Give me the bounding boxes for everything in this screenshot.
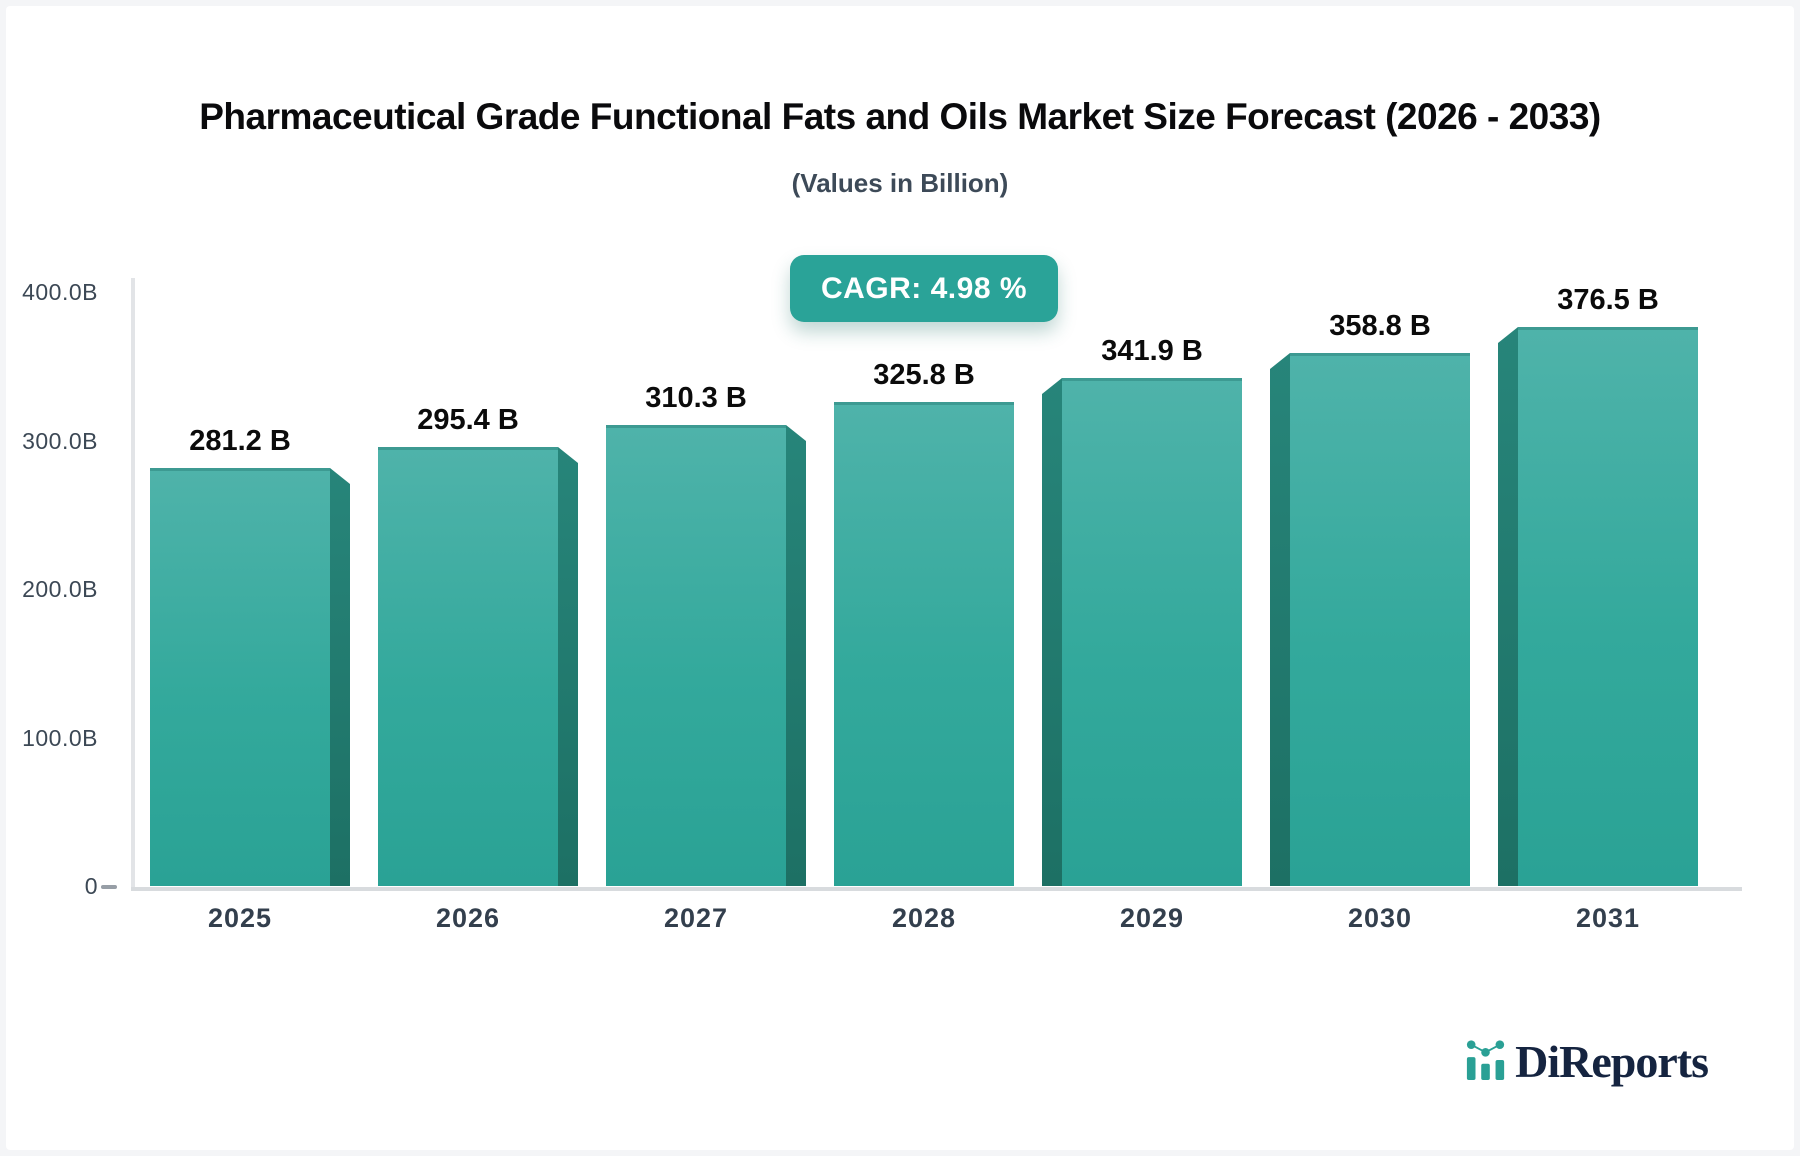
cagr-badge-label: CAGR: 4.98 % — [820, 271, 1028, 305]
bar-2028 — [834, 402, 1014, 886]
mini-bar-chart-icon — [1465, 1036, 1507, 1087]
y-tick-label: 300.0B — [22, 427, 98, 454]
bar-value-label: 310.3 B — [645, 382, 747, 414]
bar-2030 — [1290, 353, 1470, 886]
x-axis-label-2026: 2026 — [435, 903, 501, 933]
zero-tick-dash — [101, 885, 117, 889]
y-tick-label: 200.0B — [22, 576, 98, 602]
bar-2029 — [1062, 378, 1242, 886]
bar-value-label: 325.8 B — [873, 359, 975, 391]
bar-side-3d — [558, 447, 578, 886]
bar-2027 — [606, 425, 786, 886]
chart-title: Pharmaceutical Grade Functional Fats and… — [199, 96, 1601, 137]
x-axis-label-2030: 2030 — [1347, 903, 1413, 933]
x-axis-label-2025: 2025 — [207, 903, 273, 933]
bar-side-3d — [1270, 353, 1290, 886]
brand-name: DiReports — [1515, 1035, 1709, 1087]
cagr-badge: CAGR: 4.98 % — [790, 255, 1058, 322]
bar-side-3d — [1042, 378, 1062, 886]
bar-2031 — [1518, 327, 1698, 886]
x-axis-label-2029: 2029 — [1119, 903, 1185, 933]
y-axis-line — [131, 278, 135, 890]
bar-value-label: 358.8 B — [1329, 310, 1431, 342]
bar-value-label: 281.2 B — [189, 425, 291, 457]
chart-subtitle: (Values in Billion) — [791, 168, 1009, 198]
bar-2025 — [150, 468, 330, 886]
x-axis-label-2031: 2031 — [1575, 903, 1641, 933]
x-axis-label-2028: 2028 — [891, 903, 957, 933]
bar-value-label: 295.4 B — [417, 404, 519, 436]
brand-logo: DiReports — [1465, 1035, 1709, 1087]
x-axis-label-2027: 2027 — [663, 903, 729, 933]
y-tick-label: 100.0B — [22, 724, 98, 751]
x-axis-baseline — [131, 887, 1742, 891]
y-tick-label: 0 — [84, 873, 98, 899]
bar-side-3d — [786, 425, 806, 886]
bar-side-3d — [1498, 327, 1518, 886]
bar-side-3d — [330, 468, 350, 886]
y-tick-label: 400.0B — [22, 279, 98, 305]
bar-value-label: 376.5 B — [1557, 284, 1659, 316]
bar-2026 — [378, 447, 558, 886]
bar-value-label: 341.9 B — [1101, 335, 1203, 367]
